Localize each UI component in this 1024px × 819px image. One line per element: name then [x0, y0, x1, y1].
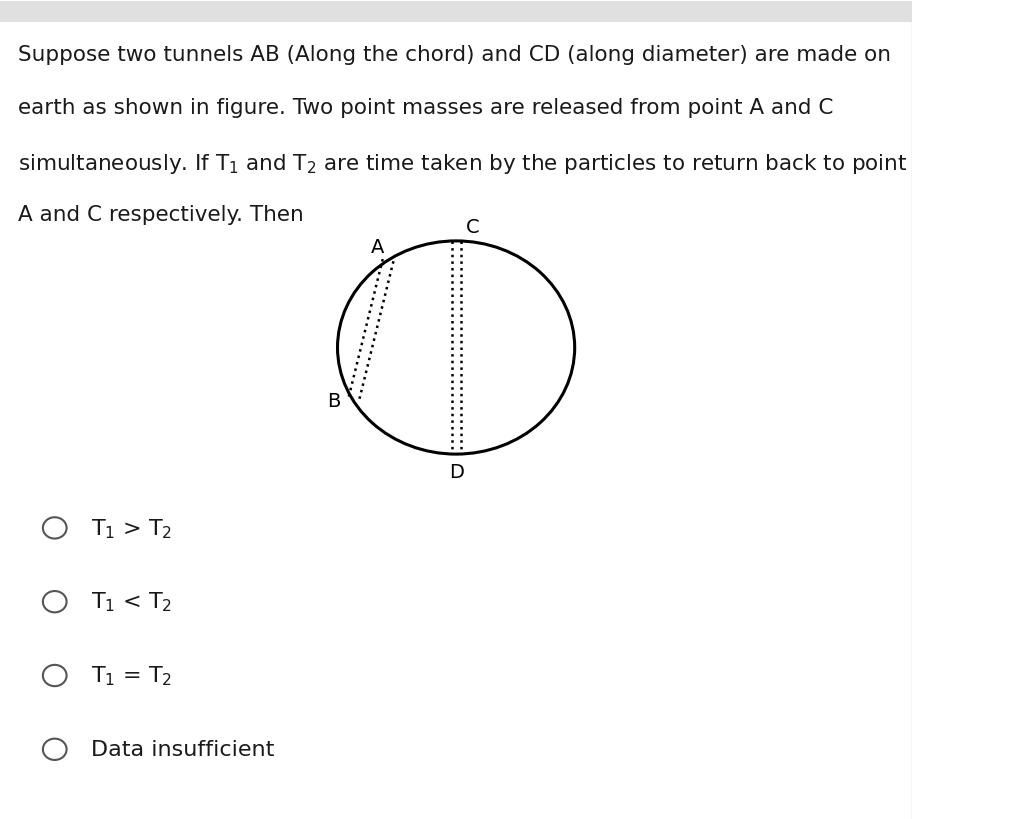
Text: earth as shown in figure. Two point masses are released from point A and C: earth as shown in figure. Two point mass… [18, 98, 834, 118]
Text: D: D [449, 462, 464, 482]
Text: B: B [327, 391, 340, 411]
Bar [0, 2, 912, 23]
Text: Data insufficient: Data insufficient [91, 740, 274, 759]
Text: $\mathregular{T_1}$ > $\mathregular{T_2}$: $\mathregular{T_1}$ > $\mathregular{T_2}… [91, 517, 172, 540]
Text: C: C [466, 218, 479, 238]
Text: Suppose two tunnels AB (Along the chord) and CD (along diameter) are made on: Suppose two tunnels AB (Along the chord)… [18, 45, 891, 65]
Text: $\mathregular{T_1}$ = $\mathregular{T_2}$: $\mathregular{T_1}$ = $\mathregular{T_2}… [91, 664, 172, 687]
Text: A and C respectively. Then: A and C respectively. Then [18, 205, 304, 224]
Text: simultaneously. If $\mathregular{T_1}$ and $\mathregular{T_2}$ are time taken by: simultaneously. If $\mathregular{T_1}$ a… [18, 152, 907, 175]
Text: $\mathregular{T_1}$ < $\mathregular{T_2}$: $\mathregular{T_1}$ < $\mathregular{T_2}… [91, 590, 172, 613]
Text: A: A [371, 238, 384, 256]
